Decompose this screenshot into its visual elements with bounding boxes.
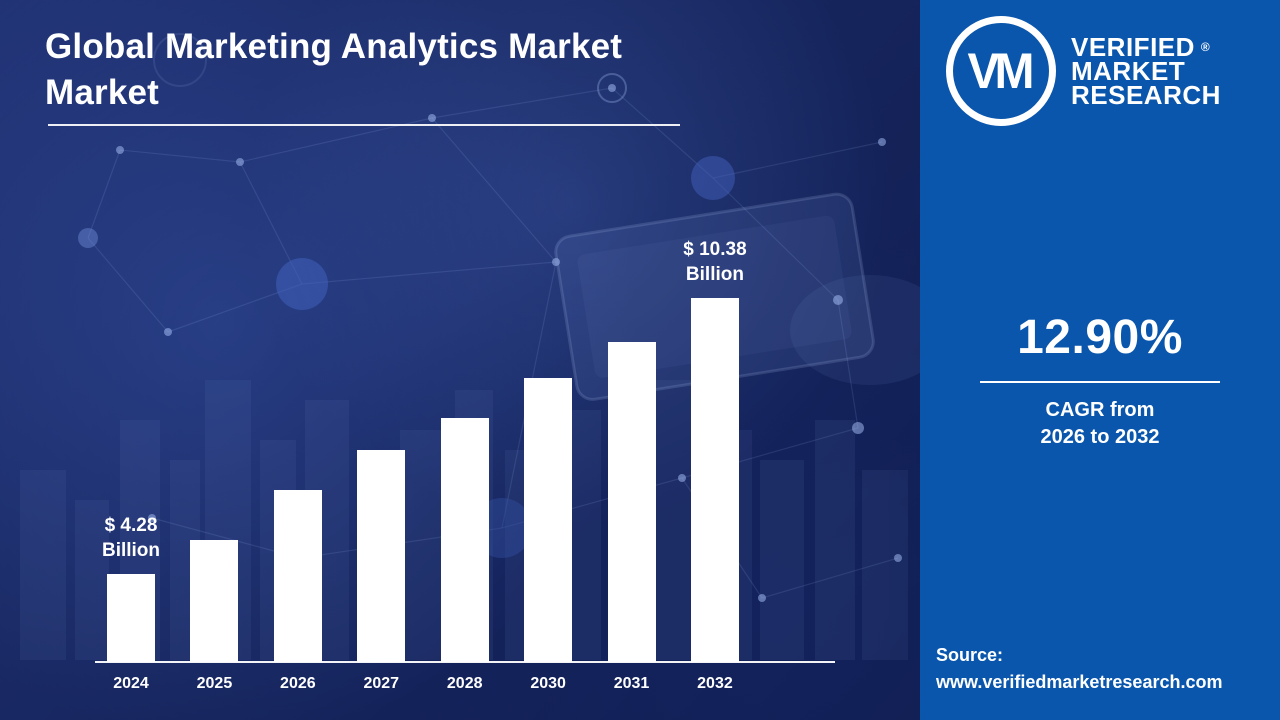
x-axis-tick-label: 2026 <box>280 675 316 692</box>
x-axis-tick-label: 2032 <box>697 675 733 692</box>
bar-column: 2031 <box>607 202 656 692</box>
cagr-caption-line2: 2026 to 2032 <box>1040 426 1160 448</box>
bar <box>607 342 656 662</box>
chart-baseline <box>95 661 835 663</box>
brand-line2: MARKET <box>1071 56 1186 86</box>
x-axis-tick-label: 2027 <box>363 675 400 692</box>
page-title: Global Marketing Analytics Market Market <box>45 24 622 116</box>
bar-column: $ 4.28 Billion 2024 <box>102 202 160 692</box>
bar-column: $ 10.38 Billion 2032 <box>683 202 746 692</box>
source-label: Source: <box>936 645 1004 665</box>
brand-name: VERIFIED ® MARKET RESEARCH <box>1071 32 1221 110</box>
bar-column: 2026 <box>273 202 322 692</box>
brand-line1: VERIFIED ® <box>1071 32 1221 62</box>
bar <box>273 490 322 662</box>
vmr-logo-icon: VM <box>946 16 1056 126</box>
cagr-value: 12.90% <box>1017 311 1183 364</box>
bar-column: 2027 <box>357 202 406 692</box>
chart-section: Global Marketing Analytics Market Market… <box>0 0 920 720</box>
source-url: www.verifiedmarketresearch.com <box>936 672 1223 692</box>
bar <box>107 574 155 662</box>
cagr-caption-line1: CAGR from <box>1045 399 1155 421</box>
bar <box>357 450 406 662</box>
bar-column: 2030 <box>524 202 573 692</box>
bar-chart: $ 4.28 Billion 2024 2025 2026 2027 2028 2030 203… <box>102 202 747 692</box>
brand-line3: RESEARCH <box>1071 80 1221 110</box>
bar-column: 2028 <box>440 202 489 692</box>
x-axis-tick-label: 2031 <box>613 675 650 692</box>
vmr-monogram: VM <box>967 43 1035 99</box>
bar-value-label: $ 4.28 Billion <box>101 514 161 562</box>
bar-column: 2025 <box>190 202 239 692</box>
bar-value-label: $ 10.38 Billion <box>683 238 747 286</box>
bar <box>524 378 573 662</box>
title-underline <box>48 124 680 126</box>
source-block: Source: www.verifiedmarketresearch.com <box>936 642 1222 696</box>
x-axis-tick-label: 2030 <box>530 675 566 692</box>
bar <box>440 418 489 662</box>
page-title-line2: Market <box>45 73 160 113</box>
brand-verified: VERIFIED <box>1071 32 1195 62</box>
registered-trademark: ® <box>1200 40 1211 54</box>
x-axis-tick-label: 2025 <box>196 675 233 692</box>
x-axis-tick-label: 2028 <box>446 675 483 692</box>
x-axis-tick-label: 2024 <box>113 675 149 692</box>
bar <box>190 540 239 662</box>
cagr-caption: CAGR from 2026 to 2032 <box>920 397 1280 451</box>
bar <box>690 298 739 662</box>
cagr-block: 12.90% CAGR from 2026 to 2032 <box>920 310 1280 451</box>
vmr-logo: VM VERIFIED ® MARKET RESEARCH <box>946 16 1221 126</box>
page-title-line1: Global Marketing Analytics Market <box>45 27 623 66</box>
cagr-divider <box>980 381 1220 383</box>
info-panel: VM VERIFIED ® MARKET RESEARCH 12.90% CAGR… <box>920 0 1280 720</box>
